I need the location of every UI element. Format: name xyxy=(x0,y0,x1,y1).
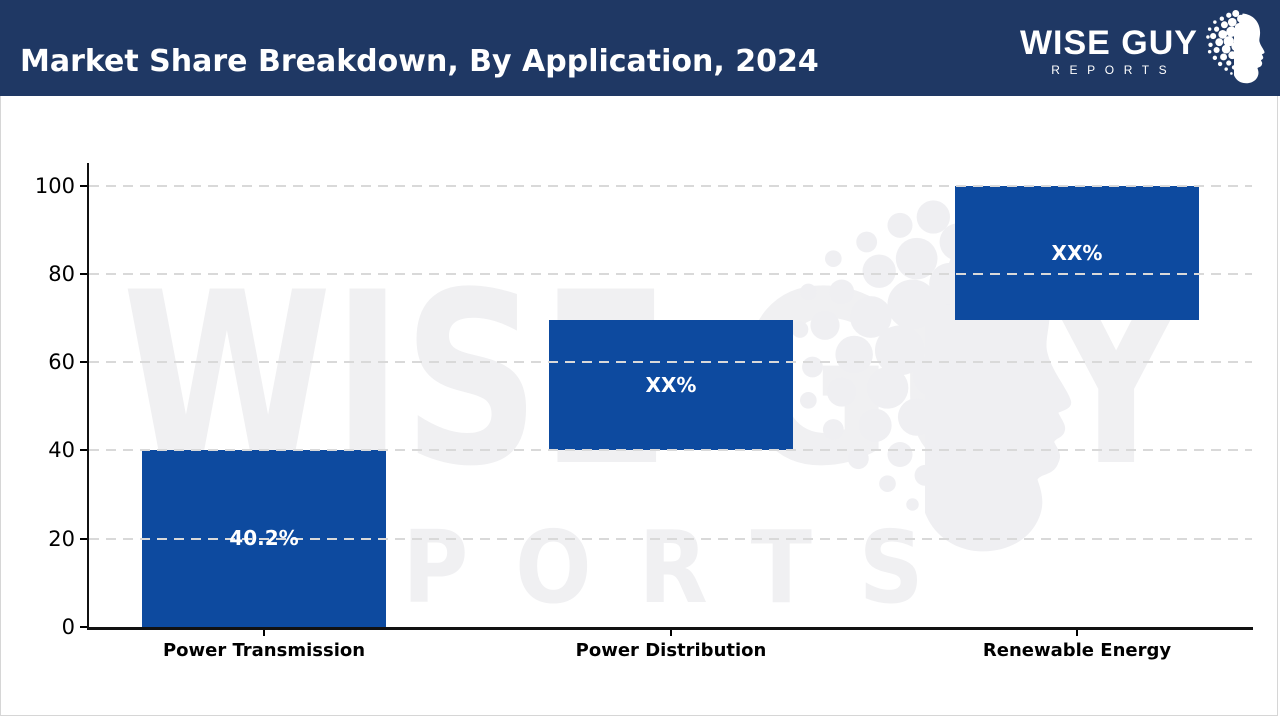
logo-wordmark: WISE GUY xyxy=(1019,24,1198,62)
x-axis-label-0: Power Transmission xyxy=(162,640,366,661)
y-tick-label-0: 0 xyxy=(61,615,75,639)
y-tick-60 xyxy=(80,361,87,364)
y-tick-label-40: 40 xyxy=(48,438,75,463)
y-tick-100 xyxy=(80,184,87,187)
x-tick-1 xyxy=(670,630,672,636)
bar-value-label-2: XX% xyxy=(1051,240,1103,265)
logo-subtitle: REPORTS xyxy=(1051,63,1177,77)
bar-value-label-1: XX% xyxy=(645,372,697,397)
y-tick-label-20: 20 xyxy=(48,526,75,551)
x-axis-label-1: Power Distribution xyxy=(575,640,767,661)
x-tick-2 xyxy=(1076,630,1078,636)
wise-guy-reports-logo: WISE GUY REPORTS xyxy=(1020,4,1270,92)
header-bar: Market Share Breakdown, By Application, … xyxy=(0,0,1280,96)
logo-face-icon xyxy=(1206,10,1265,84)
y-tick-label-100: 100 xyxy=(34,173,75,198)
bar-value-label-0: 40.2% xyxy=(229,526,299,551)
bar-1 xyxy=(549,320,793,450)
y-tick-label-60: 60 xyxy=(48,350,75,375)
y-tick-label-80: 80 xyxy=(48,261,75,286)
x-axis-label-2: Renewable Energy xyxy=(982,640,1172,661)
gridline-40 xyxy=(89,449,1252,452)
x-axis-line xyxy=(87,627,1253,630)
gridline-80 xyxy=(89,272,1252,275)
y-tick-20 xyxy=(80,537,87,540)
gridline-60 xyxy=(89,361,1252,364)
logo-text: WISE GUY REPORTS xyxy=(1020,26,1198,77)
gridline-20 xyxy=(89,537,1252,540)
y-tick-80 xyxy=(80,272,87,275)
gridline-100 xyxy=(89,184,1252,187)
y-tick-40 xyxy=(80,449,87,452)
chart-title: Market Share Breakdown, By Application, … xyxy=(20,44,819,79)
bar-2 xyxy=(955,185,1199,321)
y-tick-0 xyxy=(80,626,87,628)
x-tick-0 xyxy=(263,630,265,636)
y-axis-line xyxy=(87,163,89,628)
